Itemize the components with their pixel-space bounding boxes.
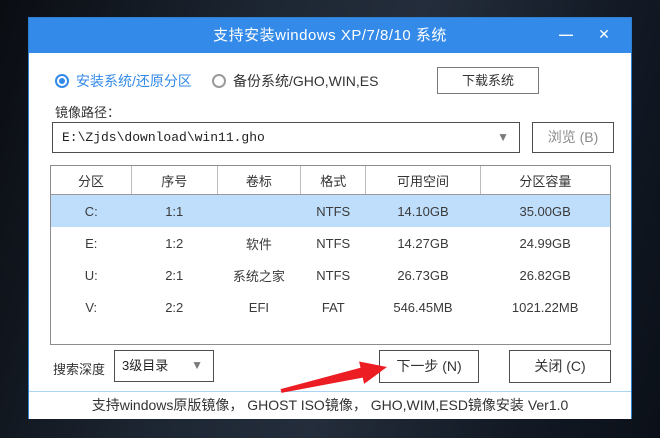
col-header-format: 格式 [300,166,367,195]
next-step-button[interactable]: 下一步 (N) [379,350,479,383]
radio-selected-icon [55,74,69,88]
col-header-volume: 卷标 [217,166,302,195]
image-path-value: E:\Zjds\download\win11.gho [62,130,265,145]
radio-install-restore[interactable]: 安装系统/还原分区 [55,71,192,91]
dropdown-arrow-icon[interactable]: ▼ [497,130,509,144]
image-path-label: 镜像路径： [55,105,121,120]
search-depth-select[interactable]: 3级目录 ▼ [114,350,214,382]
table-row-c[interactable]: C: 1:1 NTFS 14.10GB 35.00GB [51,194,610,227]
minimize-button[interactable]: — [551,18,581,53]
col-header-partition: 分区 [51,166,132,195]
table-header-row: 分区 序号 卷标 格式 可用空间 分区容量 [51,166,610,195]
title-bar[interactable]: 支持安装windows XP/7/8/10 系统 — ✕ [29,18,631,53]
image-path-combobox[interactable]: E:\Zjds\download\win11.gho ▼ [52,122,520,153]
minimize-icon: — [559,26,573,42]
search-depth-label: 搜索深度 [53,362,106,377]
radio-install-label: 安装系统/还原分区 [76,73,192,89]
radio-unselected-icon [212,74,226,88]
close-dialog-button[interactable]: 关闭 (C) [509,350,611,383]
radio-backup-label: 备份系统/GHO,WIN,ES [233,73,379,89]
window-title: 支持安装windows XP/7/8/10 系统 [213,27,447,44]
table-row-u[interactable]: U: 2:1 系统之家 NTFS 26.73GB 26.82GB [84,267,571,284]
table-row-e[interactable]: E: 1:2 软件 NTFS 14.27GB 24.99GB [85,235,571,252]
col-header-free: 可用空间 [365,166,481,195]
close-icon: ✕ [598,26,610,42]
browse-button[interactable]: 浏览 (B) [532,122,614,153]
dropdown-arrow-icon: ▼ [191,358,203,372]
app-window: 支持安装windows XP/7/8/10 系统 — ✕ 安装系统/还原分区 备… [28,17,632,419]
download-system-button[interactable]: 下载系统 [437,67,539,94]
col-header-index: 序号 [131,166,218,195]
close-button[interactable]: ✕ [589,18,619,53]
partition-table: 分区 序号 卷标 格式 可用空间 分区容量 C: 1:1 NTFS 14.10G… [50,165,611,345]
search-depth-value: 3级目录 [122,358,169,373]
table-row-v[interactable]: V: 2:2 EFI FAT 546.45MB 1021.22MB [85,299,579,315]
status-bar: 支持windows原版镜像， GHOST ISO镜像， GHO,WIM,ESD镜… [29,392,631,419]
radio-backup-system[interactable]: 备份系统/GHO,WIN,ES [212,71,378,91]
col-header-capacity: 分区容量 [480,166,610,195]
